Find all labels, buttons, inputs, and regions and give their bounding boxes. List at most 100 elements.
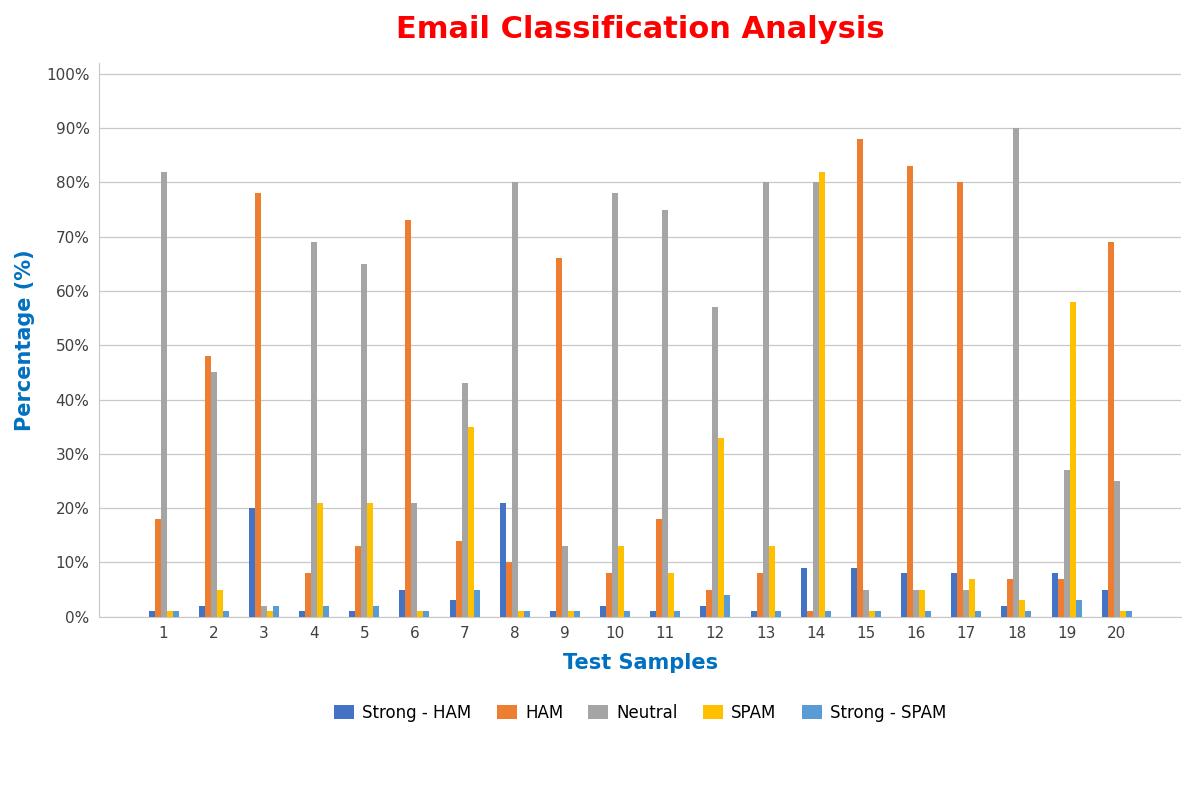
Bar bbox=[299, 611, 305, 617]
Bar bbox=[556, 258, 562, 617]
Bar bbox=[210, 372, 216, 617]
Bar bbox=[249, 508, 255, 617]
Title: Email Classification Analysis: Email Classification Analysis bbox=[396, 15, 885, 44]
Bar bbox=[550, 611, 556, 617]
Bar bbox=[574, 611, 580, 617]
Bar bbox=[913, 589, 919, 617]
X-axis label: Test Samples: Test Samples bbox=[562, 653, 718, 672]
Bar bbox=[651, 611, 657, 617]
Bar bbox=[813, 182, 819, 617]
Bar bbox=[373, 606, 379, 617]
Bar bbox=[1113, 481, 1119, 617]
Bar bbox=[456, 540, 462, 617]
Bar bbox=[423, 611, 429, 617]
Bar bbox=[675, 611, 681, 617]
Bar bbox=[160, 171, 166, 617]
Bar bbox=[311, 243, 317, 617]
Bar bbox=[205, 356, 210, 617]
Bar bbox=[969, 579, 975, 617]
Bar bbox=[618, 546, 624, 617]
Bar bbox=[399, 589, 405, 617]
Bar bbox=[524, 611, 530, 617]
Legend: Strong - HAM, HAM, Neutral, SPAM, Strong - SPAM: Strong - HAM, HAM, Neutral, SPAM, Strong… bbox=[328, 697, 953, 728]
Bar bbox=[305, 574, 311, 617]
Bar bbox=[1119, 611, 1125, 617]
Bar bbox=[355, 546, 361, 617]
Bar bbox=[963, 589, 969, 617]
Bar bbox=[800, 568, 807, 617]
Bar bbox=[199, 606, 205, 617]
Bar bbox=[1057, 579, 1063, 617]
Bar bbox=[663, 209, 669, 617]
Bar bbox=[273, 606, 279, 617]
Bar bbox=[267, 611, 273, 617]
Bar bbox=[901, 574, 907, 617]
Bar bbox=[606, 574, 612, 617]
Bar bbox=[713, 307, 719, 617]
Bar bbox=[807, 611, 813, 617]
Bar bbox=[1051, 574, 1057, 617]
Bar bbox=[367, 502, 373, 617]
Bar bbox=[500, 502, 506, 617]
Bar bbox=[1001, 606, 1007, 617]
Bar bbox=[417, 611, 423, 617]
Y-axis label: Percentage (%): Percentage (%) bbox=[16, 249, 35, 431]
Bar bbox=[518, 611, 524, 617]
Bar bbox=[411, 502, 417, 617]
Bar bbox=[568, 611, 574, 617]
Bar bbox=[1019, 600, 1025, 617]
Bar bbox=[864, 589, 869, 617]
Bar bbox=[707, 589, 713, 617]
Bar bbox=[172, 611, 178, 617]
Bar bbox=[856, 139, 864, 617]
Bar bbox=[166, 611, 172, 617]
Bar bbox=[719, 438, 725, 617]
Bar bbox=[1107, 243, 1113, 617]
Bar bbox=[1075, 600, 1081, 617]
Bar bbox=[919, 589, 926, 617]
Bar bbox=[1102, 589, 1107, 617]
Bar bbox=[926, 611, 932, 617]
Bar bbox=[361, 264, 367, 617]
Bar bbox=[657, 519, 663, 617]
Bar bbox=[624, 611, 630, 617]
Bar bbox=[975, 611, 982, 617]
Bar bbox=[875, 611, 881, 617]
Bar bbox=[1013, 128, 1019, 617]
Bar bbox=[323, 606, 329, 617]
Bar bbox=[701, 606, 707, 617]
Bar bbox=[462, 383, 468, 617]
Bar bbox=[1069, 302, 1075, 617]
Bar bbox=[775, 611, 781, 617]
Bar bbox=[819, 171, 825, 617]
Bar bbox=[317, 502, 323, 617]
Bar bbox=[1025, 611, 1031, 617]
Bar bbox=[725, 595, 731, 617]
Bar bbox=[600, 606, 606, 617]
Bar bbox=[951, 574, 957, 617]
Bar bbox=[405, 220, 411, 617]
Bar bbox=[1125, 611, 1131, 617]
Bar bbox=[869, 611, 875, 617]
Bar bbox=[255, 194, 261, 617]
Bar bbox=[512, 182, 518, 617]
Bar bbox=[562, 546, 568, 617]
Bar bbox=[825, 611, 831, 617]
Bar bbox=[850, 568, 856, 617]
Bar bbox=[1007, 579, 1013, 617]
Bar bbox=[468, 427, 474, 617]
Bar bbox=[751, 611, 757, 617]
Bar bbox=[757, 574, 763, 617]
Bar bbox=[474, 589, 480, 617]
Bar bbox=[154, 519, 160, 617]
Bar bbox=[612, 194, 618, 617]
Bar bbox=[669, 574, 675, 617]
Bar bbox=[1063, 470, 1069, 617]
Bar bbox=[261, 606, 267, 617]
Bar bbox=[216, 589, 222, 617]
Bar bbox=[506, 562, 512, 617]
Bar bbox=[222, 611, 228, 617]
Bar bbox=[148, 611, 154, 617]
Bar bbox=[957, 182, 963, 617]
Bar bbox=[450, 600, 456, 617]
